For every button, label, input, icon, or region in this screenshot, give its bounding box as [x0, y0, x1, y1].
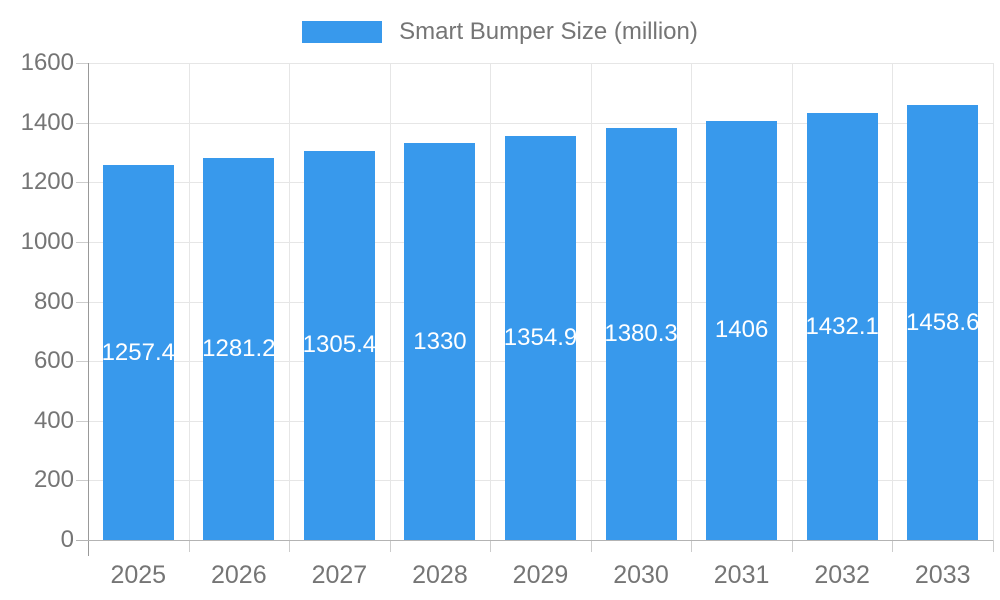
bar-value-label: 1354.9 — [503, 324, 578, 352]
y-axis-tick-label: 1200 — [20, 168, 74, 196]
legend-swatch — [302, 21, 383, 43]
x-axis-tick-mark — [88, 540, 89, 556]
x-axis-tick-label: 2033 — [914, 561, 971, 589]
gridline-horizontal — [88, 122, 993, 124]
bar-2028 — [404, 143, 476, 540]
bar-value-label: 1380.3 — [604, 320, 678, 348]
x-axis-line — [88, 540, 993, 541]
x-axis-tick-mark — [188, 540, 190, 552]
bar-value-label: 1257.4 — [101, 338, 175, 366]
x-axis-tick-label: 2027 — [311, 561, 368, 589]
gridline-vertical — [389, 63, 391, 540]
y-axis-tick-mark — [76, 241, 88, 243]
y-axis-tick-label: 400 — [33, 406, 74, 434]
bar-2033 — [907, 105, 979, 540]
x-axis-tick-mark — [289, 540, 291, 552]
x-axis-tick-mark — [691, 540, 693, 552]
bar-2030 — [605, 128, 677, 540]
bar-2032 — [806, 113, 878, 540]
x-axis-tick-mark — [791, 540, 793, 552]
gridline-vertical — [691, 63, 693, 540]
y-axis-tick-mark — [76, 301, 88, 303]
x-axis-tick-label: 2031 — [713, 561, 770, 589]
gridline-horizontal — [88, 63, 993, 64]
y-axis-tick-label: 600 — [33, 347, 74, 375]
x-axis-tick-label: 2032 — [814, 561, 870, 589]
bar-2031 — [706, 120, 778, 540]
y-axis-tick-label: 800 — [33, 287, 74, 315]
y-axis-tick-mark — [76, 420, 88, 422]
bar-2026 — [203, 158, 275, 540]
bar-value-label: 1330 — [413, 327, 467, 355]
x-axis-tick-label: 2029 — [512, 561, 569, 589]
y-axis-line — [88, 63, 89, 540]
x-axis-tick-label: 2030 — [613, 561, 669, 589]
legend[interactable]: Smart Bumper Size (million) — [0, 14, 1000, 50]
y-axis-tick-mark — [76, 122, 88, 124]
bar-2027 — [303, 150, 375, 540]
bar-value-label: 1281.2 — [202, 335, 276, 363]
y-axis-tick-label: 1000 — [20, 227, 74, 255]
y-axis-tick-label: 0 — [60, 526, 74, 553]
gridline-vertical — [791, 63, 793, 540]
y-axis-tick-mark — [76, 540, 88, 541]
x-axis-tick-label: 2028 — [412, 561, 468, 589]
x-axis-tick-mark — [993, 540, 994, 552]
x-axis-tick-mark — [590, 540, 592, 552]
y-axis-tick-mark — [76, 63, 88, 64]
bar-2029 — [505, 136, 576, 540]
y-axis-tick-mark — [76, 480, 88, 482]
y-axis-tick-mark — [76, 182, 88, 184]
bar-2025 — [102, 165, 174, 540]
x-axis-tick-mark — [490, 540, 492, 552]
gridline-vertical — [993, 63, 994, 540]
legend-label: Smart Bumper Size (million) — [399, 18, 698, 45]
bar-value-label: 1458.6 — [906, 308, 980, 336]
x-axis-tick-label: 2026 — [211, 561, 267, 589]
gridline-vertical — [289, 63, 291, 540]
bar-value-label: 1432.1 — [805, 312, 879, 340]
gridline-vertical — [590, 63, 592, 540]
y-axis-tick-label: 200 — [33, 466, 74, 494]
gridline-vertical — [188, 63, 190, 540]
y-axis-tick-mark — [76, 361, 88, 363]
x-axis-tick-mark — [389, 540, 391, 552]
gridline-vertical — [490, 63, 492, 540]
gridline-vertical — [892, 63, 894, 540]
y-axis-tick-label: 1600 — [20, 49, 74, 76]
x-axis-tick-label: 2025 — [110, 561, 167, 589]
bar-value-label: 1305.4 — [302, 331, 377, 359]
y-axis-tick-label: 1400 — [20, 108, 74, 136]
x-axis-tick-mark — [892, 540, 894, 552]
bar-value-label: 1406 — [714, 316, 769, 344]
